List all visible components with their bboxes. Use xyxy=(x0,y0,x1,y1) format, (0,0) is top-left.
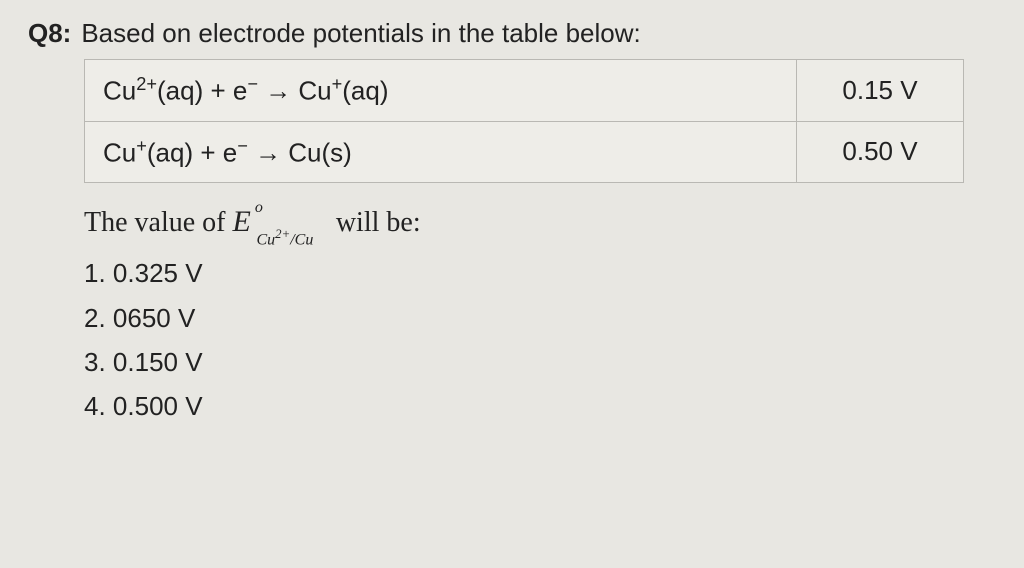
option-number: 1. xyxy=(84,258,106,288)
option-item[interactable]: 3. 0.150 V xyxy=(84,340,996,384)
option-text: 0.500 V xyxy=(113,391,203,421)
question-prompt: Based on electrode potentials in the tab… xyxy=(81,18,640,49)
option-text: 0.325 V xyxy=(113,258,203,288)
option-text: 0.150 V xyxy=(113,347,203,377)
potential-cell: 0.50 V xyxy=(797,121,964,183)
option-number: 3. xyxy=(84,347,106,377)
option-item[interactable]: 4. 0.500 V xyxy=(84,384,996,428)
subq-prefix: The value of xyxy=(84,207,233,238)
option-number: 4. xyxy=(84,391,106,421)
option-item[interactable]: 2. 0650 V xyxy=(84,296,996,340)
table-row: Cu+(aq) + e− → Cu(s) 0.50 V xyxy=(85,121,964,183)
question-page: Q8: Based on electrode potentials in the… xyxy=(0,0,1024,428)
option-number: 2. xyxy=(84,303,106,333)
question-header: Q8: Based on electrode potentials in the… xyxy=(28,18,996,49)
option-text: 0650 V xyxy=(113,303,195,333)
table-row: Cu2+(aq) + e− → Cu+(aq) 0.15 V xyxy=(85,60,964,122)
potential-cell: 0.15 V xyxy=(797,60,964,122)
question-number: Q8: xyxy=(28,18,71,49)
reaction-cell: Cu+(aq) + e− → Cu(s) xyxy=(85,121,797,183)
potentials-table: Cu2+(aq) + e− → Cu+(aq) 0.15 V Cu+(aq) +… xyxy=(84,59,964,183)
subq-suffix: will be: xyxy=(336,207,421,238)
reaction-cell: Cu2+(aq) + e− → Cu+(aq) xyxy=(85,60,797,122)
option-item[interactable]: 1. 0.325 V xyxy=(84,251,996,295)
symbol-E: E o Cu2+/Cu xyxy=(233,205,251,239)
options-list: 1. 0.325 V 2. 0650 V 3. 0.150 V 4. 0.500… xyxy=(84,251,996,428)
subquestion: The value of E o Cu2+/Cu will be: xyxy=(84,205,996,239)
